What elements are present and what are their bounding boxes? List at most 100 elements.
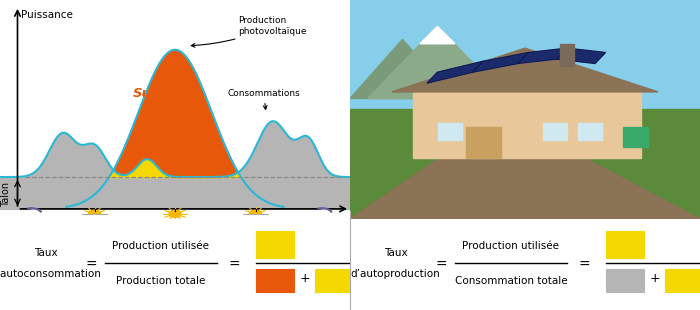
Bar: [350, 118, 700, 120]
Bar: [350, 119, 700, 120]
Bar: [350, 119, 700, 120]
Bar: [350, 118, 700, 119]
Polygon shape: [350, 39, 455, 99]
Bar: [350, 118, 700, 120]
Bar: [350, 119, 700, 120]
Bar: [350, 118, 700, 119]
Bar: [350, 119, 700, 120]
Bar: [350, 119, 700, 120]
Circle shape: [169, 210, 181, 217]
Bar: [350, 118, 700, 119]
Bar: [350, 118, 700, 119]
Bar: [350, 118, 700, 120]
Bar: [665, 268, 700, 292]
Bar: [350, 118, 700, 120]
Text: +: +: [649, 272, 660, 285]
Bar: [350, 118, 700, 119]
Bar: [350, 118, 700, 119]
Bar: [350, 119, 700, 120]
Bar: [350, 0, 700, 120]
Text: Production utilisée: Production utilisée: [463, 241, 559, 251]
Bar: [350, 118, 700, 119]
Text: =: =: [579, 257, 590, 272]
Bar: [350, 119, 700, 120]
Bar: [350, 118, 700, 119]
Bar: [350, 119, 700, 120]
Bar: [350, 118, 700, 119]
Bar: [256, 231, 294, 258]
Bar: [350, 119, 700, 120]
Bar: [438, 122, 462, 140]
Bar: [466, 127, 500, 157]
Bar: [350, 119, 700, 120]
Bar: [350, 119, 700, 120]
Bar: [350, 118, 700, 119]
Bar: [350, 118, 700, 119]
Bar: [350, 118, 700, 119]
Bar: [350, 119, 700, 120]
Bar: [350, 119, 700, 120]
Bar: [350, 118, 700, 120]
Bar: [350, 119, 700, 120]
Polygon shape: [318, 208, 332, 212]
Bar: [350, 119, 700, 120]
Bar: [350, 118, 700, 120]
Bar: [350, 118, 700, 120]
Bar: [350, 118, 700, 120]
Bar: [350, 118, 700, 119]
Polygon shape: [368, 26, 508, 99]
Bar: [350, 119, 700, 120]
Polygon shape: [556, 48, 606, 64]
Text: =: =: [229, 257, 240, 272]
Polygon shape: [321, 210, 330, 213]
Bar: [350, 119, 700, 120]
Text: +: +: [299, 272, 310, 285]
Bar: [350, 119, 700, 120]
Bar: [560, 44, 574, 66]
Polygon shape: [27, 208, 41, 212]
Bar: [256, 268, 294, 292]
Bar: [350, 119, 700, 120]
Bar: [578, 122, 602, 140]
Bar: [350, 118, 700, 119]
Bar: [350, 118, 700, 120]
Polygon shape: [473, 52, 528, 72]
Bar: [350, 118, 700, 119]
Text: =: =: [85, 257, 97, 272]
Bar: [350, 118, 700, 119]
Bar: [350, 118, 700, 119]
Bar: [350, 118, 700, 120]
Bar: [350, 118, 700, 120]
Text: d’autoconsommation: d’autoconsommation: [0, 268, 101, 278]
Bar: [350, 119, 700, 120]
Text: Taux: Taux: [34, 249, 57, 259]
Bar: [350, 118, 700, 119]
Bar: [350, 118, 700, 119]
Bar: [350, 118, 700, 120]
Bar: [350, 119, 700, 120]
Polygon shape: [88, 210, 101, 214]
Bar: [350, 119, 700, 120]
Bar: [350, 119, 700, 120]
Bar: [350, 118, 700, 120]
Bar: [350, 119, 700, 120]
Bar: [413, 92, 640, 157]
Bar: [350, 118, 700, 120]
Bar: [350, 119, 700, 120]
Text: Talon: Talon: [1, 182, 11, 207]
Polygon shape: [31, 210, 39, 213]
Polygon shape: [427, 61, 483, 83]
Bar: [350, 119, 700, 120]
Bar: [350, 119, 700, 120]
Bar: [350, 119, 700, 120]
Bar: [350, 118, 700, 119]
Bar: [350, 119, 700, 120]
Bar: [350, 118, 700, 120]
Bar: [542, 122, 567, 140]
Bar: [350, 119, 700, 120]
Bar: [350, 119, 700, 120]
Bar: [350, 118, 700, 120]
Text: Taux: Taux: [384, 249, 407, 259]
Bar: [350, 119, 700, 120]
Bar: [350, 118, 700, 119]
